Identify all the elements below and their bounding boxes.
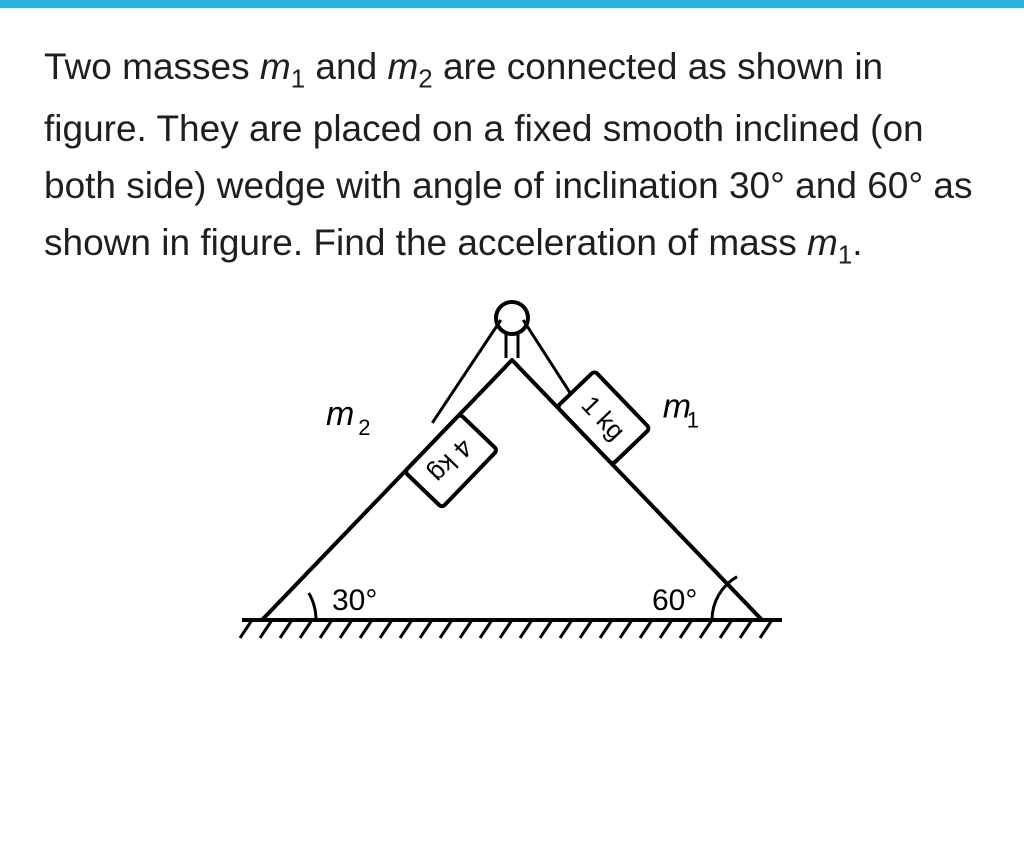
text-seg: are connected as — [433, 46, 727, 87]
text-seg: Two masses — [44, 46, 260, 87]
var-m1b: m — [807, 222, 838, 263]
var-m2-sub: 2 — [418, 65, 432, 93]
svg-text:1: 1 — [687, 407, 699, 432]
problem-statement: Two masses m1 and m2 are connected as sh… — [44, 38, 980, 276]
text-seg: and — [305, 46, 387, 87]
svg-text:2: 2 — [358, 415, 370, 440]
diagram-container: 30°60°4 kgm21 kgm1 — [44, 290, 980, 670]
var-m2: m — [387, 46, 418, 87]
wedge-diagram: 30°60°4 kgm21 kgm1 — [232, 290, 792, 670]
svg-text:m: m — [326, 395, 354, 433]
svg-text:30°: 30° — [332, 584, 377, 617]
top-accent-bar — [0, 0, 1024, 8]
text-seg: figure. Find the acceleration of mass — [200, 222, 807, 263]
var-m1: m — [260, 46, 291, 87]
svg-text:60°: 60° — [652, 584, 697, 617]
var-m1b-sub: 1 — [838, 242, 852, 270]
var-m1-sub: 1 — [291, 65, 305, 93]
content-area: Two masses m1 and m2 are connected as sh… — [0, 8, 1024, 690]
text-seg: . — [852, 222, 862, 263]
